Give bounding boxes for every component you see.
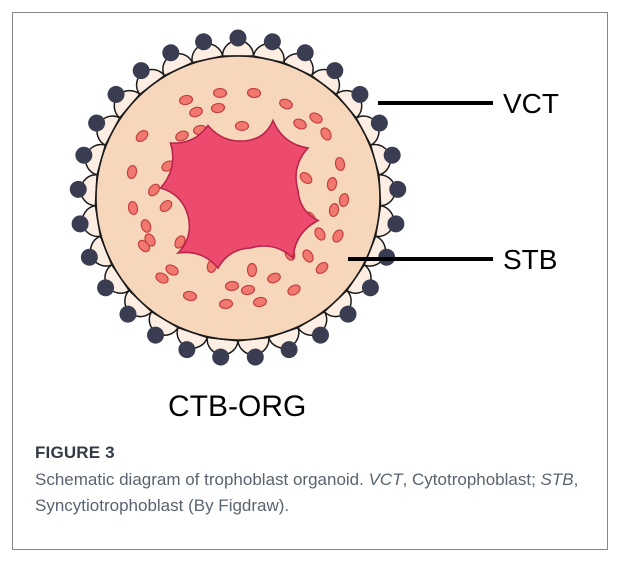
figure-caption: Schematic diagram of trophoblast organoi…: [35, 467, 585, 520]
ctb-org-label: CTB-ORG: [168, 390, 306, 423]
caption-vct-abbr: VCT: [369, 470, 403, 489]
organoid-diagram: VCT STB CTB-ORG: [13, 13, 609, 443]
stb-label: STB: [503, 244, 557, 275]
figure-container: VCT STB CTB-ORG FIGURE 3 Schematic diagr…: [12, 12, 608, 550]
caption-line1: Schematic diagram of trophoblast organoi…: [35, 470, 369, 489]
caption-stb-abbr: STB: [541, 470, 574, 489]
diagram-area: VCT STB CTB-ORG: [13, 13, 607, 443]
vct-label: VCT: [503, 88, 559, 119]
caption-area: FIGURE 3 Schematic diagram of trophoblas…: [13, 443, 607, 538]
caption-vct-def: , Cytotrophoblast;: [403, 470, 541, 489]
figure-heading: FIGURE 3: [35, 443, 585, 463]
